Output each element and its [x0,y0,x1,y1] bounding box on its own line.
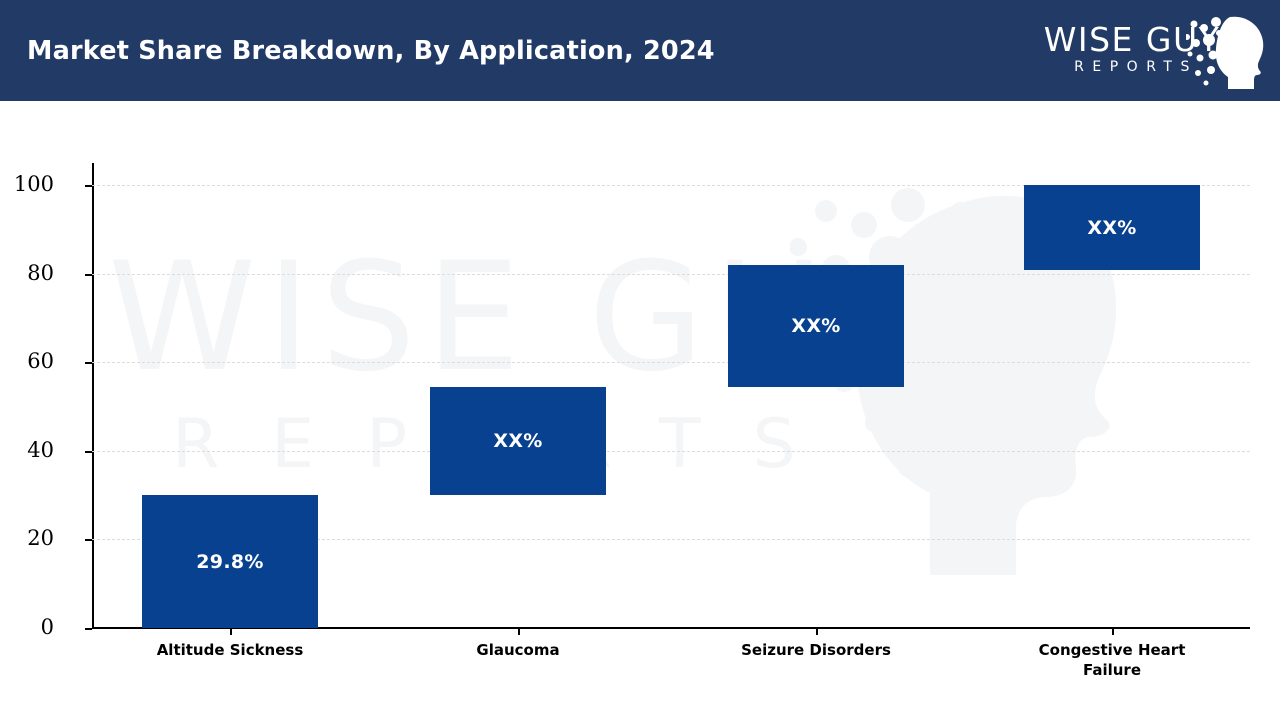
logo-text: WISE GUY REPORTS [1042,22,1222,76]
y-tick-mark-100 [85,185,92,187]
page-title: Market Share Breakdown, By Application, … [27,35,715,66]
gridline-40 [92,450,1250,452]
bar-glaucoma[interactable]: XX% [430,386,606,495]
y-tick-label-60: 60 [27,349,54,374]
x-tick-label-congestive-heart-failure: Congestive Heart Failure [1027,640,1197,680]
x-tick-label-seizure-disorders: Seizure Disorders [741,641,891,659]
gridline-60 [92,362,1250,364]
y-tick-mark-80 [85,273,92,276]
bar-seizure-disorders[interactable]: XX% [728,265,904,387]
gridline-80 [92,273,1250,275]
y-tick-label-100: 100 [13,172,54,196]
y-tick-mark-40 [85,450,92,453]
x-tick-label-line-1: Congestive Heart [1038,641,1186,659]
y-tick-label-40: 40 [27,437,54,462]
bar-label-altitude-sickness: 29.8% [196,550,264,573]
y-tick-mark-60 [85,362,92,365]
x-tick-mark-congestive-heart-failure [1112,628,1114,635]
page-header: Market Share Breakdown, By Application, … [0,0,1280,101]
x-tick-mark-seizure-disorders [816,628,818,635]
x-tick-mark-altitude-sickness [230,628,232,635]
bar-label-glaucoma: XX% [493,429,543,452]
x-axis-line [92,627,1250,629]
y-tick-mark-0 [85,628,92,630]
bar-label-seizure-disorders: XX% [791,314,841,337]
y-axis-line [92,163,94,629]
logo-head-icon [1186,16,1264,89]
bar-altitude-sickness[interactable]: 29.8% [142,495,318,628]
bar-label-congestive-heart-failure: XX% [1087,216,1137,239]
wise-guy-reports-logo: WISE GUY REPORTS [1026,8,1276,94]
logo-secondary-text: REPORTS [1074,58,1198,75]
y-tick-label-80: 80 [27,260,54,285]
logo-primary-text: WISE GUY [1043,19,1221,59]
plot-area: 100 80 60 40 20 0 29.8% XX% XX% XX% Alti… [14,172,1250,679]
x-tick-label-glaucoma: Glaucoma [476,641,560,659]
x-tick-label-line-2: Failure [1082,661,1142,679]
gridline-100 [92,185,1250,186]
y-tick-label-0: 0 [40,615,54,639]
x-tick-mark-glaucoma [518,628,520,635]
y-tick-label-20: 20 [27,526,54,551]
y-tick-mark-20 [85,539,92,542]
x-tick-label-altitude-sickness: Altitude Sickness [156,641,304,659]
gridline-20 [92,539,1250,541]
bar-congestive-heart-failure[interactable]: XX% [1024,185,1200,270]
